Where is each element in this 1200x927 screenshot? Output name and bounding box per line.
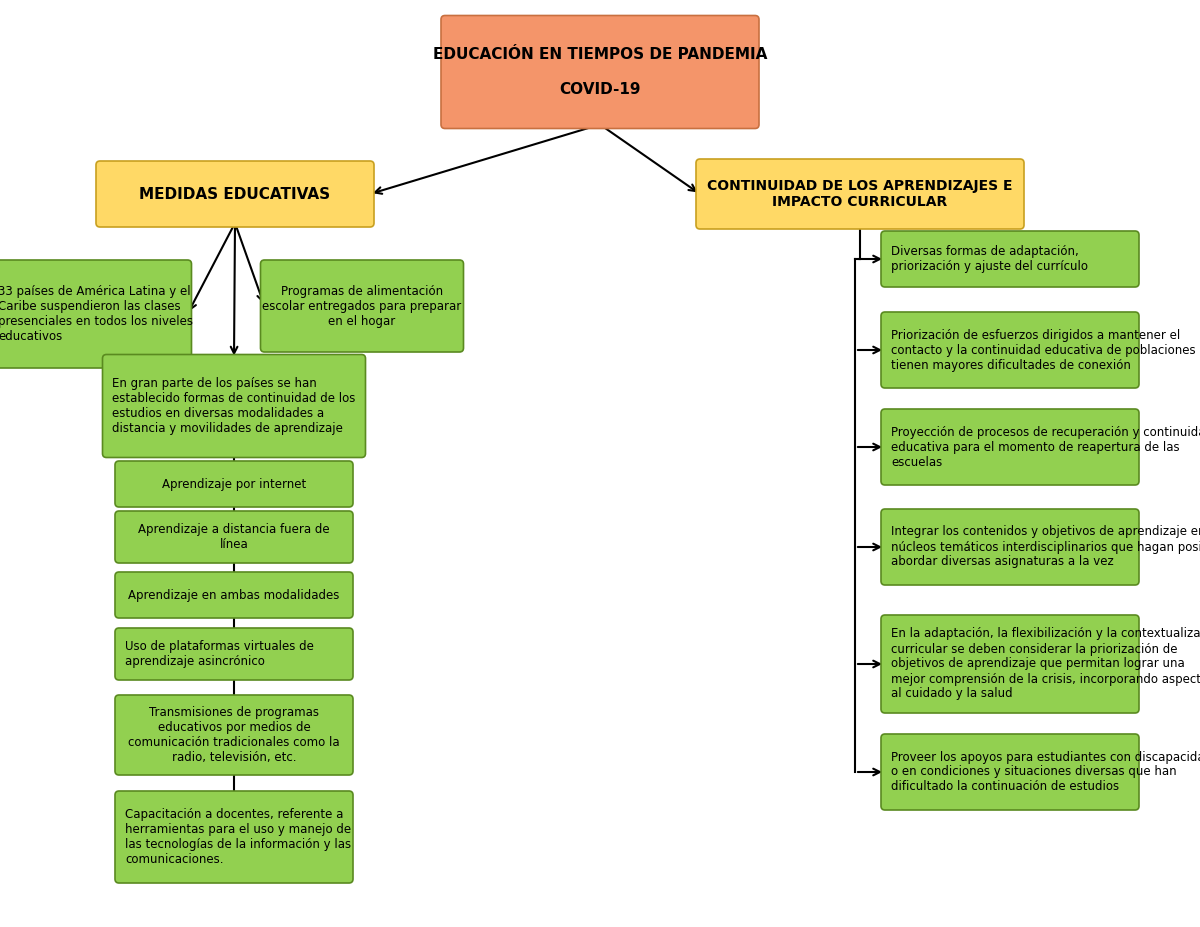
Text: Aprendizaje por internet: Aprendizaje por internet (162, 477, 306, 490)
FancyBboxPatch shape (881, 615, 1139, 713)
FancyBboxPatch shape (115, 791, 353, 883)
Text: Programas de alimentación
escolar entregados para preparar
en el hogar: Programas de alimentación escolar entreg… (263, 285, 462, 327)
Text: En la adaptación, la flexibilización y la contextualización
curricular se deben : En la adaptación, la flexibilización y l… (890, 628, 1200, 701)
Text: Uso de plataformas virtuales de
aprendizaje asincrónico: Uso de plataformas virtuales de aprendiz… (125, 640, 314, 668)
FancyBboxPatch shape (115, 572, 353, 618)
Text: 33 países de América Latina y el
Caribe suspendieron las clases
presenciales en : 33 países de América Latina y el Caribe … (0, 285, 193, 343)
Text: Transmisiones de programas
educativos por medios de
comunicación tradicionales c: Transmisiones de programas educativos po… (128, 706, 340, 764)
FancyBboxPatch shape (115, 511, 353, 563)
Text: Proyección de procesos de recuperación y continuidad
educativa para el momento d: Proyección de procesos de recuperación y… (890, 425, 1200, 468)
FancyBboxPatch shape (0, 260, 192, 368)
Text: Aprendizaje a distancia fuera de
línea: Aprendizaje a distancia fuera de línea (138, 523, 330, 551)
FancyBboxPatch shape (442, 16, 760, 129)
Text: EDUCACIÓN EN TIEMPOS DE PANDEMIA

COVID-19: EDUCACIÓN EN TIEMPOS DE PANDEMIA COVID-1… (433, 47, 767, 97)
Text: CONTINUIDAD DE LOS APRENDIZAJES E
IMPACTO CURRICULAR: CONTINUIDAD DE LOS APRENDIZAJES E IMPACT… (707, 179, 1013, 210)
Text: Proveer los apoyos para estudiantes con discapacidad
o en condiciones y situacio: Proveer los apoyos para estudiantes con … (890, 751, 1200, 794)
FancyBboxPatch shape (115, 628, 353, 680)
FancyBboxPatch shape (102, 354, 366, 458)
Text: Aprendizaje en ambas modalidades: Aprendizaje en ambas modalidades (128, 589, 340, 602)
FancyBboxPatch shape (96, 161, 374, 227)
Text: Integrar los contenidos y objetivos de aprendizaje en
núcleos temáticos interdis: Integrar los contenidos y objetivos de a… (890, 526, 1200, 568)
FancyBboxPatch shape (881, 734, 1139, 810)
Text: MEDIDAS EDUCATIVAS: MEDIDAS EDUCATIVAS (139, 186, 330, 201)
Text: Priorización de esfuerzos dirigidos a mantener el
contacto y la continuidad educ: Priorización de esfuerzos dirigidos a ma… (890, 328, 1200, 372)
FancyBboxPatch shape (881, 509, 1139, 585)
FancyBboxPatch shape (115, 461, 353, 507)
Text: En gran parte de los países se han
establecido formas de continuidad de los
estu: En gran parte de los países se han estab… (113, 377, 356, 435)
FancyBboxPatch shape (881, 409, 1139, 485)
FancyBboxPatch shape (260, 260, 463, 352)
FancyBboxPatch shape (881, 231, 1139, 287)
FancyBboxPatch shape (115, 695, 353, 775)
Text: Capacitación a docentes, referente a
herramientas para el uso y manejo de
las te: Capacitación a docentes, referente a her… (125, 808, 352, 866)
Text: Diversas formas de adaptación,
priorización y ajuste del currículo: Diversas formas de adaptación, priorizac… (890, 245, 1088, 273)
FancyBboxPatch shape (881, 312, 1139, 388)
FancyBboxPatch shape (696, 159, 1024, 229)
